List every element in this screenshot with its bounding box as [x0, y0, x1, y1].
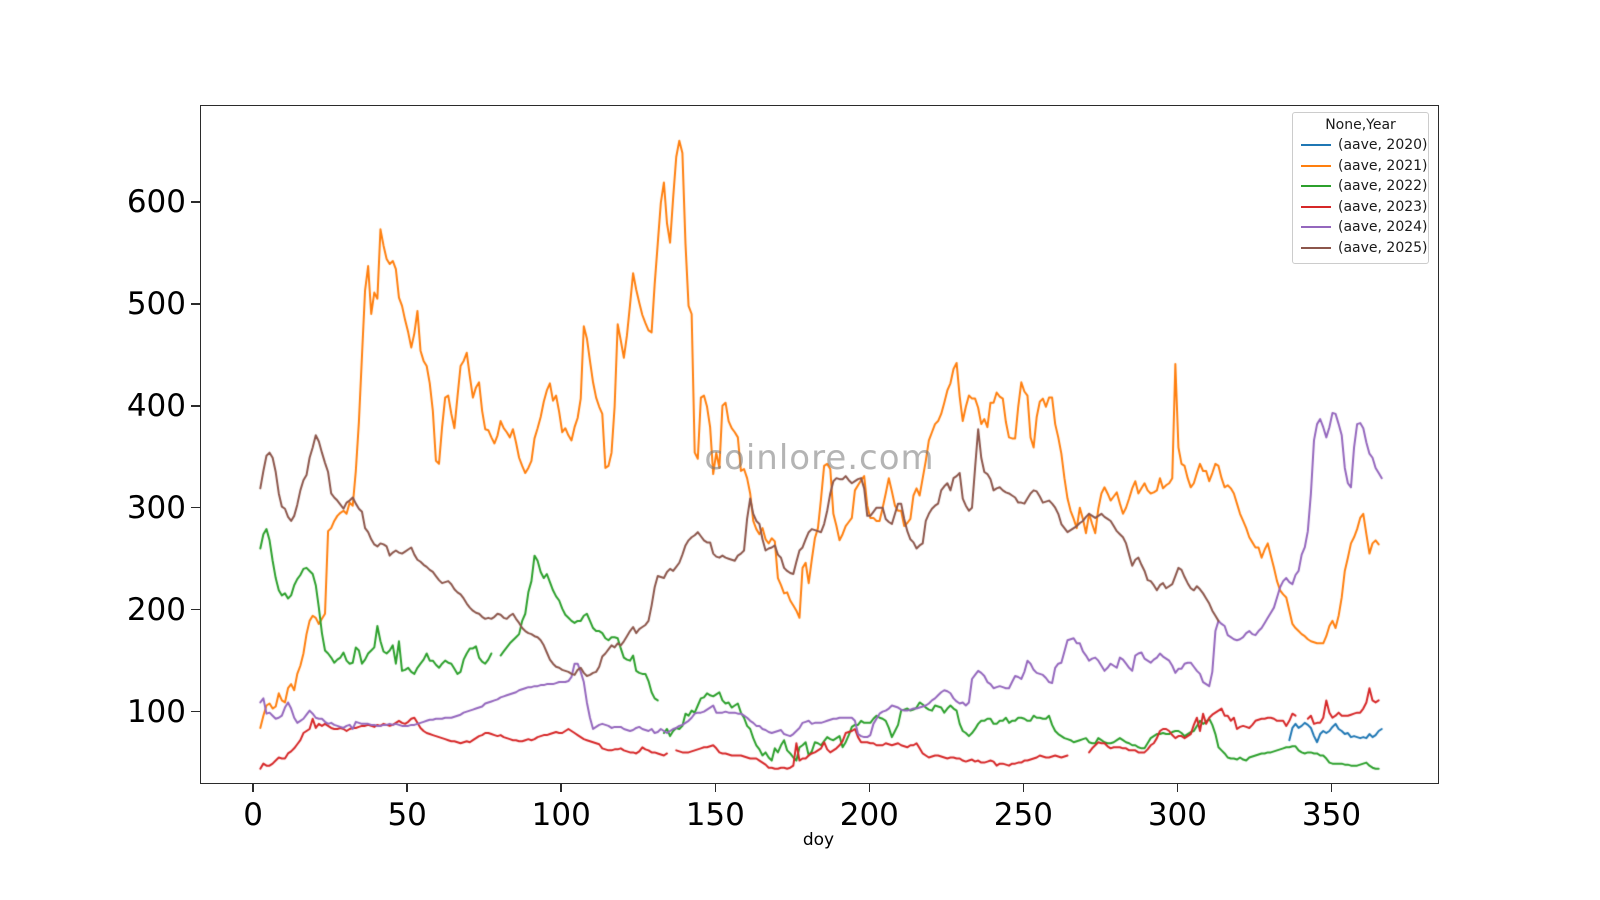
- x-tick-label: 300: [1147, 797, 1207, 833]
- legend-line-swatch: [1301, 164, 1331, 167]
- x-axis-label: doy: [802, 830, 835, 850]
- y-tick-label: 400: [126, 387, 186, 424]
- y-tick-label: 300: [126, 489, 186, 526]
- y-tick-mark: [191, 201, 200, 203]
- legend-label: (aave, 2023): [1338, 198, 1428, 215]
- x-tick-mark: [868, 783, 871, 792]
- x-tick-mark: [714, 783, 717, 792]
- x-tick-label: 250: [993, 797, 1053, 833]
- legend-row: (aave, 2024): [1299, 217, 1428, 238]
- legend-rows: (aave, 2020) (aave, 2021) (aave, 2022) (aav…: [1299, 135, 1428, 259]
- x-tick-label: 0: [243, 797, 263, 833]
- x-tick-label: 350: [1301, 797, 1362, 833]
- legend-row: (aave, 2022): [1299, 176, 1428, 197]
- legend-row: (aave, 2021): [1299, 156, 1428, 177]
- y-tick-label: 200: [126, 591, 186, 628]
- y-tick-mark: [191, 303, 200, 305]
- x-tick-mark: [406, 783, 408, 792]
- y-tick-mark: [191, 506, 200, 509]
- y-tick-mark: [191, 608, 200, 611]
- legend-label: (aave, 2022): [1338, 178, 1428, 195]
- legend-row: (aave, 2023): [1299, 197, 1428, 218]
- legend-label: (aave, 2025): [1338, 239, 1428, 256]
- x-tick-mark: [252, 783, 254, 792]
- legend-label: (aave, 2021): [1338, 157, 1428, 174]
- legend-label: (aave, 2020): [1338, 137, 1428, 154]
- legend: None,Year (aave, 2020) (aave, 2021) (aave,…: [1292, 112, 1429, 264]
- x-tick-mark: [1176, 783, 1179, 792]
- legend-line-swatch: [1301, 205, 1331, 208]
- x-tick-label: 100: [531, 797, 591, 833]
- x-tick-label: 50: [387, 797, 427, 833]
- y-tick-mark: [191, 710, 200, 713]
- x-tick-label: 200: [839, 797, 899, 833]
- legend-row: (aave, 2025): [1299, 238, 1428, 259]
- x-tick-mark: [1022, 783, 1025, 792]
- plot-area: coinlore.com None,Year (aave, 2020) (aave…: [200, 105, 1439, 784]
- x-tick-mark: [560, 783, 562, 792]
- legend-title: None,Year: [1325, 117, 1396, 133]
- legend-label: (aave, 2024): [1338, 219, 1428, 236]
- legend-line-swatch: [1301, 226, 1331, 229]
- x-tick-mark: [1330, 783, 1333, 792]
- y-tick-label: 600: [126, 183, 186, 220]
- series-canvas: [201, 106, 1438, 783]
- legend-line-swatch: [1301, 246, 1331, 249]
- x-tick-label: 150: [685, 797, 745, 833]
- y-tick-label: 500: [126, 285, 186, 322]
- legend-line-swatch: [1301, 144, 1331, 147]
- y-tick-mark: [191, 405, 200, 407]
- legend-line-swatch: [1301, 185, 1331, 188]
- y-tick-label: 100: [126, 693, 186, 730]
- legend-row: (aave, 2020): [1299, 135, 1428, 156]
